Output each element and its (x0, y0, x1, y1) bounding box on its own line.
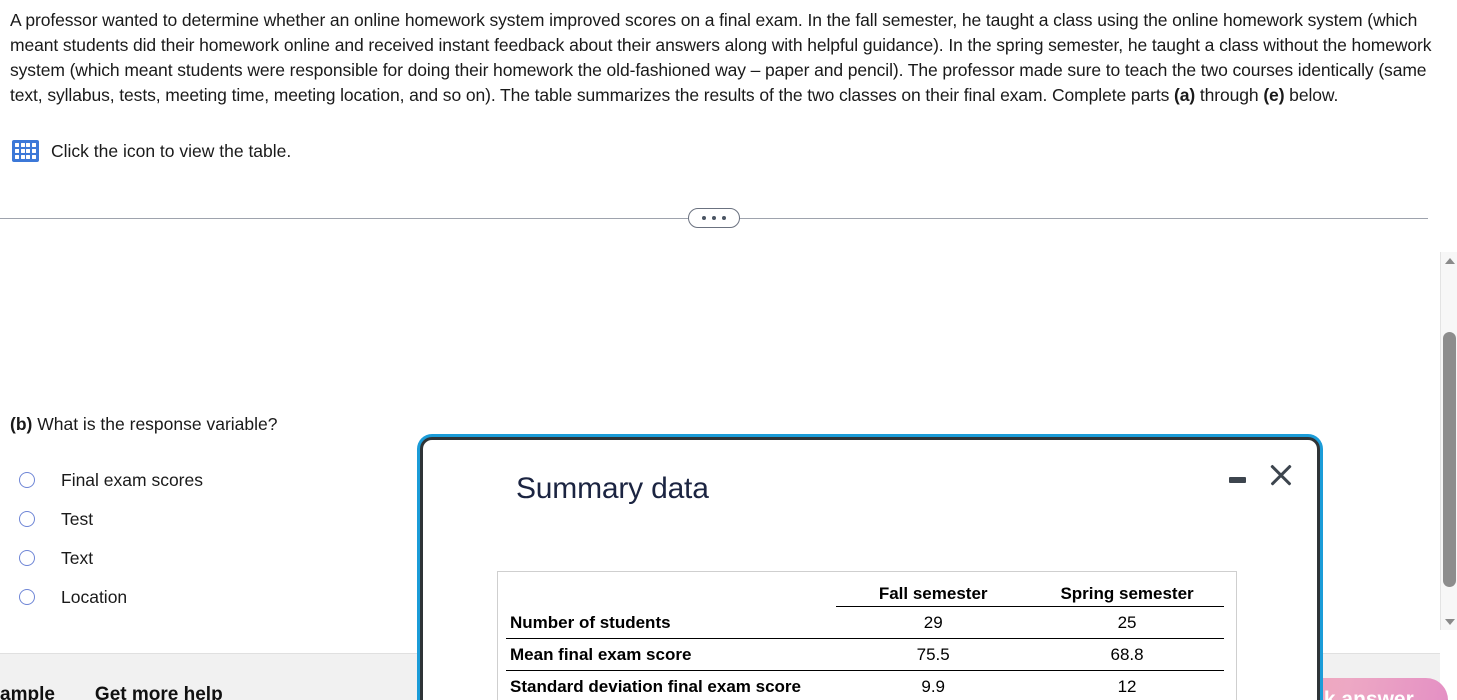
table-row: Number of students 29 25 (506, 607, 1224, 639)
question-part-label: (b) (10, 414, 33, 434)
summary-table-container: Fall semester Spring semester Number of … (497, 571, 1237, 700)
question-b: (b) What is the response variable? Final… (10, 412, 430, 616)
dialog-titlebar: Summary data (423, 440, 1317, 544)
option-text[interactable]: Text (10, 538, 430, 577)
problem-statement-text-1: A professor wanted to determine whether … (10, 10, 1432, 105)
section-divider (0, 208, 1428, 230)
option-label-2: Text (61, 547, 94, 568)
close-icon[interactable] (1268, 462, 1294, 488)
question-prompt: (b) What is the response variable? (10, 412, 430, 436)
radio-button-2[interactable] (19, 549, 35, 566)
check-answer-button[interactable]: ck answer (1278, 678, 1448, 700)
option-label-1: Test (61, 508, 94, 529)
dialog-window-controls (1229, 462, 1294, 488)
radio-button-1[interactable] (19, 510, 35, 527)
dialog-body: Fall semester Spring semester Number of … (497, 571, 1237, 700)
footer-links: ample Get more help (0, 684, 223, 700)
scroll-down-icon[interactable] (1441, 613, 1457, 630)
problem-statement-text-3: below. (1284, 85, 1339, 105)
vertical-scrollbar[interactable] (1440, 252, 1457, 630)
scrollbar-thumb[interactable] (1443, 332, 1456, 587)
summary-table: Fall semester Spring semester Number of … (506, 581, 1224, 700)
row-label-standard-deviation: Standard deviation final exam score (510, 677, 801, 696)
question-prompt-text: What is the response variable? (32, 414, 278, 434)
scroll-up-icon[interactable] (1441, 252, 1457, 269)
table-header-row: Fall semester Spring semester (506, 581, 1224, 607)
view-example-link[interactable]: ample (0, 684, 55, 700)
problem-statement-text-2: through (1195, 85, 1264, 105)
view-table-row[interactable]: Click the icon to view the table. (12, 140, 291, 162)
summary-table-body: Number of students 29 25 Mean final exam… (506, 607, 1224, 700)
summary-data-dialog: Summary data Fall semester Spring semest… (420, 437, 1320, 700)
table-row: Standard deviation final exam score 9.9 … (506, 671, 1224, 700)
cell-fall-mean-final-exam-score: 75.5 (916, 645, 950, 664)
row-label-mean-final-exam-score: Mean final exam score (510, 645, 692, 664)
cell-fall-number-of-students: 29 (923, 613, 943, 632)
problem-statement: A professor wanted to determine whether … (10, 8, 1457, 108)
row-label-number-of-students: Number of students (510, 612, 671, 632)
dot-3 (722, 216, 726, 220)
radio-button-3[interactable] (19, 588, 35, 605)
cell-spring-mean-final-exam-score: 68.8 (1110, 645, 1144, 664)
dot-1 (702, 216, 706, 220)
option-label-0: Final exam scores (61, 469, 203, 490)
get-more-help-link[interactable]: Get more help (94, 684, 223, 700)
option-label-3: Location (61, 586, 128, 607)
answer-options: Final exam scores Test Text Location (10, 460, 430, 616)
minimize-icon[interactable] (1229, 477, 1246, 483)
dot-2 (712, 216, 716, 220)
problem-part-e-label: (e) (1263, 85, 1285, 105)
cell-spring-number-of-students: 25 (1117, 613, 1137, 632)
option-final-exam-scores[interactable]: Final exam scores (10, 460, 430, 499)
expand-collapse-button[interactable] (688, 208, 740, 228)
header-fall-semester: Fall semester (836, 581, 1031, 607)
dialog-title: Summary data (516, 472, 709, 505)
grid-table-icon[interactable] (12, 140, 39, 162)
option-location[interactable]: Location (10, 577, 430, 616)
header-spring-semester: Spring semester (1030, 581, 1224, 607)
table-row: Mean final exam score 75.5 68.8 (506, 639, 1224, 671)
cell-spring-standard-deviation: 12 (1117, 677, 1137, 696)
option-test[interactable]: Test (10, 499, 430, 538)
cell-fall-standard-deviation: 9.9 (921, 677, 946, 696)
summary-table-head: Fall semester Spring semester (506, 581, 1224, 607)
problem-part-a-label: (a) (1174, 85, 1196, 105)
radio-button-0[interactable] (19, 471, 35, 488)
header-blank (506, 581, 836, 607)
view-table-label: Click the icon to view the table. (51, 141, 292, 161)
